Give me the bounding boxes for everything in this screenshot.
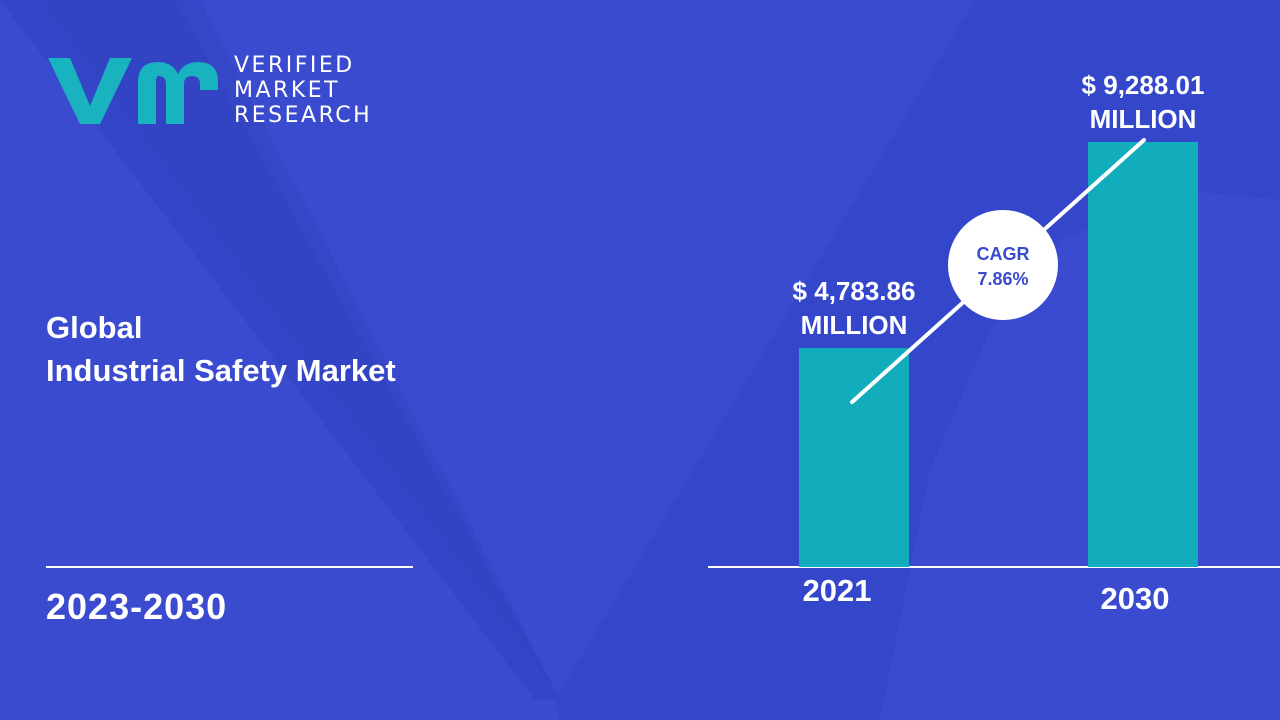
bar-2030 [1088,142,1198,567]
cagr-value: 7.86% [977,269,1028,289]
market-size-chart: $ 4,783.86 MILLION 2021 $ 9,288.01 MILLION 20… [708,70,1280,616]
brand-name: VERIFIED MARKET RESEARCH [234,53,372,128]
brand-line-2: MARKET [234,77,341,103]
title-line-2: Industrial Safety Market [46,353,396,388]
title-divider [46,566,413,568]
data-label-value-2021: $ 4,783.86 [793,276,916,306]
brand-line-3: RESEARCH [234,102,373,128]
brand-logo: VERIFIED MARKET RESEARCH [44,50,372,130]
cagr-bubble [948,210,1058,320]
forecast-period: 2023-2030 [46,586,228,627]
title-line-1: Global [46,310,143,345]
data-label-unit-2021: MILLION [801,310,908,340]
vmr-logo-icon [48,58,218,124]
data-label-unit-2030: MILLION [1090,104,1197,134]
brand-line-1: VERIFIED [234,52,355,78]
x-tick-label-2030: 2030 [1101,581,1170,616]
cagr-label: CAGR [977,244,1030,264]
x-tick-label-2021: 2021 [803,573,872,608]
bar-2021 [799,348,909,567]
data-label-value-2030: $ 9,288.01 [1082,70,1205,100]
page-title: Global Industrial Safety Market [46,306,396,392]
